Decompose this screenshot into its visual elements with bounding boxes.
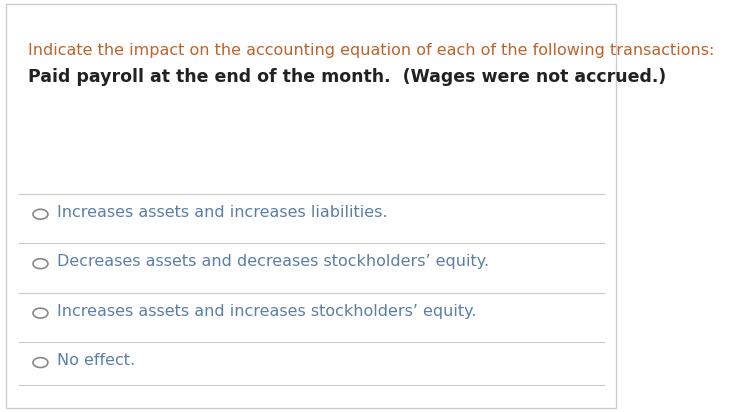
Text: No effect.: No effect. (57, 353, 135, 368)
Text: Decreases assets and decreases stockholders’ equity.: Decreases assets and decreases stockhold… (57, 254, 490, 269)
FancyBboxPatch shape (6, 4, 616, 408)
Text: Paid payroll at the end of the month.  (Wages were not accrued.): Paid payroll at the end of the month. (W… (28, 68, 666, 86)
Text: Indicate the impact on the accounting equation of each of the following transact: Indicate the impact on the accounting eq… (28, 43, 714, 58)
Text: Increases assets and increases stockholders’ equity.: Increases assets and increases stockhold… (57, 304, 477, 318)
Text: Increases assets and increases liabilities.: Increases assets and increases liabiliti… (57, 205, 388, 220)
